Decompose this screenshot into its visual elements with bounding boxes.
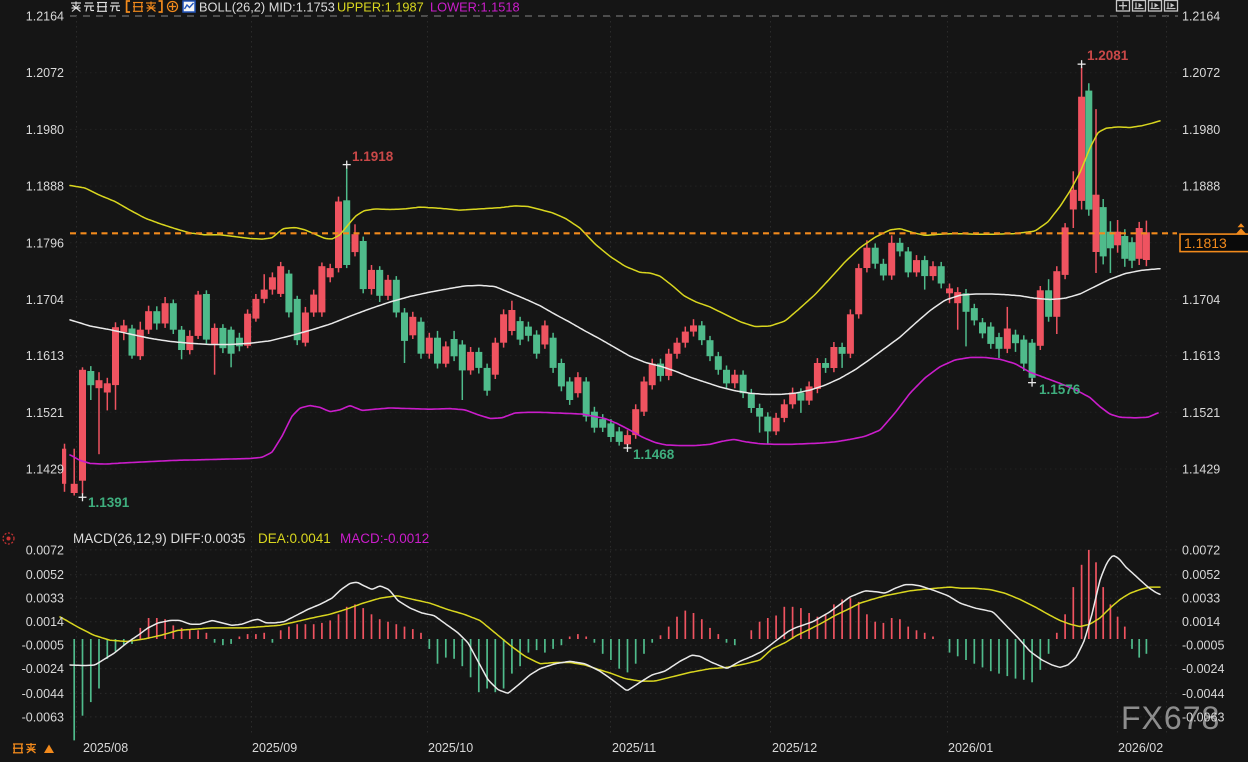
svg-text:1.1704: 1.1704 — [26, 293, 64, 307]
svg-text:-0.0024: -0.0024 — [22, 662, 64, 676]
svg-text:-0.0024: -0.0024 — [1182, 662, 1224, 676]
svg-text:0.0033: 0.0033 — [26, 592, 64, 606]
svg-text:2025/10: 2025/10 — [428, 741, 473, 755]
svg-text:-0.0044: -0.0044 — [1182, 687, 1224, 701]
svg-text:1.2072: 1.2072 — [1182, 66, 1220, 80]
svg-text:-0.0063: -0.0063 — [22, 710, 64, 724]
svg-text:2025/12: 2025/12 — [772, 741, 817, 755]
svg-text:-0.0005: -0.0005 — [22, 639, 64, 653]
svg-text:1.1429: 1.1429 — [26, 463, 64, 477]
svg-text:1.1888: 1.1888 — [26, 180, 64, 194]
svg-text:1.1796: 1.1796 — [26, 236, 64, 250]
svg-text:0.0052: 0.0052 — [1182, 568, 1220, 582]
svg-text:DEA:0.0041: DEA:0.0041 — [258, 531, 331, 546]
svg-text:BOLL(26,2) MID:1.1753: BOLL(26,2) MID:1.1753 — [199, 0, 335, 15]
svg-text:2026/01: 2026/01 — [948, 741, 993, 755]
svg-text:MACD(26,12,9) DIFF:0.0035: MACD(26,12,9) DIFF:0.0035 — [73, 531, 246, 546]
svg-text:1.1813: 1.1813 — [1184, 235, 1227, 251]
svg-text:2025/08: 2025/08 — [83, 741, 128, 755]
svg-text:1.1429: 1.1429 — [1182, 463, 1220, 477]
svg-text:0.0052: 0.0052 — [26, 568, 64, 582]
svg-text:2026/02: 2026/02 — [1118, 741, 1163, 755]
svg-text:1.2164: 1.2164 — [26, 10, 64, 24]
svg-text:1.1521: 1.1521 — [1182, 406, 1220, 420]
svg-text:1.2072: 1.2072 — [26, 66, 64, 80]
svg-text:2025/09: 2025/09 — [252, 741, 297, 755]
svg-text:1.1888: 1.1888 — [1182, 180, 1220, 194]
svg-text:0.0033: 0.0033 — [1182, 592, 1220, 606]
svg-text:UPPER:1.1987: UPPER:1.1987 — [337, 0, 424, 15]
svg-text:1.2081: 1.2081 — [1087, 48, 1129, 63]
svg-text:-0.0005: -0.0005 — [1182, 639, 1224, 653]
svg-text:1.1980: 1.1980 — [1182, 123, 1220, 137]
svg-text:LOWER:1.1518: LOWER:1.1518 — [430, 0, 520, 15]
svg-text:0.0014: 0.0014 — [1182, 615, 1220, 629]
svg-text:-0.0063: -0.0063 — [1182, 710, 1224, 724]
svg-text:0.0014: 0.0014 — [26, 615, 64, 629]
svg-text:0.0072: 0.0072 — [26, 543, 64, 557]
svg-text:FX678: FX678 — [1121, 700, 1220, 736]
svg-text:1.1613: 1.1613 — [1182, 349, 1220, 363]
svg-text:MACD:-0.0012: MACD:-0.0012 — [340, 531, 429, 546]
svg-text:1.1521: 1.1521 — [26, 406, 64, 420]
svg-text:1.1613: 1.1613 — [26, 349, 64, 363]
svg-text:1.1980: 1.1980 — [26, 123, 64, 137]
svg-text:1.2164: 1.2164 — [1182, 10, 1220, 24]
svg-text:1.1918: 1.1918 — [352, 149, 394, 164]
svg-text:1.1704: 1.1704 — [1182, 293, 1220, 307]
svg-text:0.0072: 0.0072 — [1182, 543, 1220, 557]
svg-text:1.1468: 1.1468 — [633, 447, 675, 462]
svg-text:1.1391: 1.1391 — [88, 495, 130, 510]
svg-text:2025/11: 2025/11 — [612, 741, 656, 755]
svg-text:1.1576: 1.1576 — [1039, 382, 1081, 397]
svg-text:-0.0044: -0.0044 — [22, 687, 64, 701]
